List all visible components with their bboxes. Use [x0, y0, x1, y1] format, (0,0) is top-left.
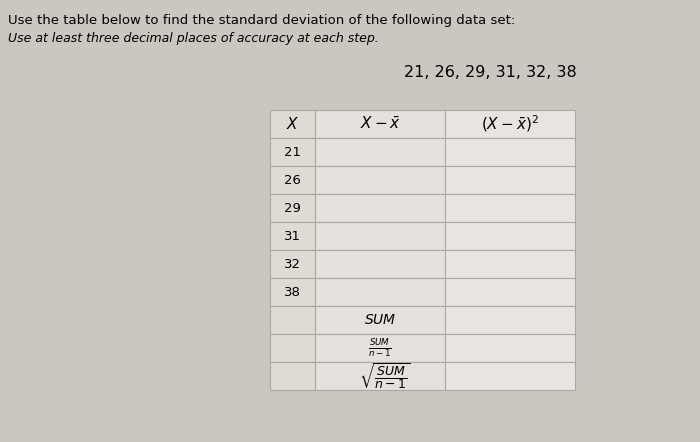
Bar — [445, 194, 575, 222]
Bar — [445, 222, 575, 250]
Bar — [315, 278, 445, 306]
Text: $(X - \bar{x})^2$: $(X - \bar{x})^2$ — [481, 114, 539, 134]
Text: 26: 26 — [284, 174, 301, 187]
Text: 38: 38 — [284, 286, 301, 298]
Text: $X$: $X$ — [286, 116, 299, 132]
Bar — [445, 362, 575, 390]
Bar — [445, 334, 575, 362]
Bar — [270, 306, 315, 334]
Bar — [270, 250, 315, 278]
Bar — [270, 166, 315, 194]
Bar — [270, 138, 315, 166]
Bar — [445, 306, 575, 334]
Bar — [270, 334, 315, 362]
Bar — [270, 194, 315, 222]
Bar — [270, 278, 315, 306]
Bar — [315, 194, 445, 222]
Bar — [270, 110, 315, 138]
Text: 21: 21 — [284, 145, 301, 159]
Bar — [315, 166, 445, 194]
Text: Use the table below to find the standard deviation of the following data set:: Use the table below to find the standard… — [8, 14, 515, 27]
Text: $SUM$: $SUM$ — [364, 313, 396, 327]
Bar — [315, 138, 445, 166]
Bar — [315, 306, 445, 334]
Bar — [315, 222, 445, 250]
Bar — [315, 110, 445, 138]
Bar — [445, 166, 575, 194]
Bar — [445, 278, 575, 306]
Text: 21, 26, 29, 31, 32, 38: 21, 26, 29, 31, 32, 38 — [404, 65, 576, 80]
Text: $\frac{SUM}{n-1}$: $\frac{SUM}{n-1}$ — [368, 337, 392, 359]
Bar — [445, 138, 575, 166]
Bar — [315, 362, 445, 390]
Bar — [315, 250, 445, 278]
Text: Use at least three decimal places of accuracy at each step.: Use at least three decimal places of acc… — [8, 32, 379, 45]
Bar — [445, 250, 575, 278]
Bar — [270, 222, 315, 250]
Bar — [270, 362, 315, 390]
Text: 31: 31 — [284, 229, 301, 243]
Text: $X - \bar{x}$: $X - \bar{x}$ — [360, 116, 400, 132]
Text: 29: 29 — [284, 202, 301, 214]
Bar — [445, 110, 575, 138]
Text: 32: 32 — [284, 258, 301, 271]
Bar — [315, 334, 445, 362]
Text: $\sqrt{\dfrac{SUM}{n-1}}$: $\sqrt{\dfrac{SUM}{n-1}}$ — [359, 361, 411, 391]
